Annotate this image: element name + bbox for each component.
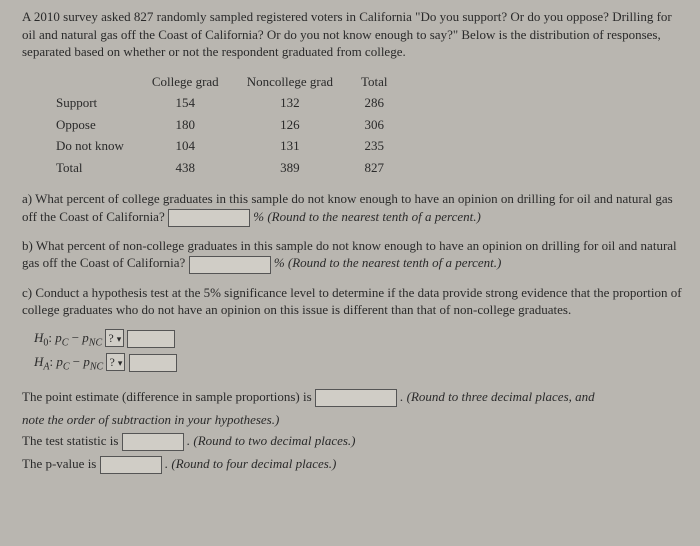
h0-operator-select[interactable]: ? ▾ bbox=[105, 329, 124, 347]
p-value-input[interactable] bbox=[100, 456, 162, 474]
part-c-question: c) Conduct a hypothesis test at the 5% s… bbox=[22, 284, 682, 319]
point-estimate-label: The point estimate (difference in sample… bbox=[22, 389, 312, 404]
col-header-college: College grad bbox=[146, 71, 241, 93]
table-row: Total 438 389 827 bbox=[50, 157, 410, 179]
intro-text: A 2010 survey asked 827 randomly sampled… bbox=[22, 8, 682, 61]
table-row: Support 154 132 286 bbox=[50, 92, 410, 114]
row-label: Total bbox=[50, 157, 146, 179]
table-row: Do not know 104 131 235 bbox=[50, 135, 410, 157]
h0-row: H0: pC − pNC ? ▾ bbox=[34, 329, 682, 350]
point-estimate-note: note the order of subtraction in your hy… bbox=[22, 412, 279, 427]
test-statistic-input[interactable] bbox=[122, 433, 184, 451]
point-estimate-input[interactable] bbox=[315, 389, 397, 407]
h0-value-input[interactable] bbox=[127, 330, 175, 348]
data-table: College grad Noncollege grad Total Suppo… bbox=[50, 71, 410, 179]
row-label: Do not know bbox=[50, 135, 146, 157]
row-label: Oppose bbox=[50, 114, 146, 136]
test-statistic-hint: . (Round to two decimal places.) bbox=[187, 433, 356, 448]
test-statistic-label: The test statistic is bbox=[22, 433, 118, 448]
part-b-input[interactable] bbox=[189, 256, 271, 274]
table-row: Oppose 180 126 306 bbox=[50, 114, 410, 136]
part-a-input[interactable] bbox=[168, 209, 250, 227]
p-value-label: The p-value is bbox=[22, 456, 96, 471]
part-b-hint: % (Round to the nearest tenth of a perce… bbox=[274, 255, 502, 270]
p-value-hint: . (Round to four decimal places.) bbox=[165, 456, 337, 471]
col-header-total: Total bbox=[355, 71, 410, 93]
row-label: Support bbox=[50, 92, 146, 114]
chevron-down-icon: ▾ bbox=[117, 334, 122, 344]
col-header-noncollege: Noncollege grad bbox=[241, 71, 355, 93]
part-a-hint: % (Round to the nearest tenth of a perce… bbox=[253, 209, 481, 224]
point-estimate-hint: . (Round to three decimal places, and bbox=[400, 389, 594, 404]
chevron-down-icon: ▾ bbox=[118, 358, 123, 368]
ha-row: HA: pC − pNC ? ▾ bbox=[34, 353, 682, 374]
ha-operator-select[interactable]: ? ▾ bbox=[106, 353, 125, 371]
ha-value-input[interactable] bbox=[129, 354, 177, 372]
